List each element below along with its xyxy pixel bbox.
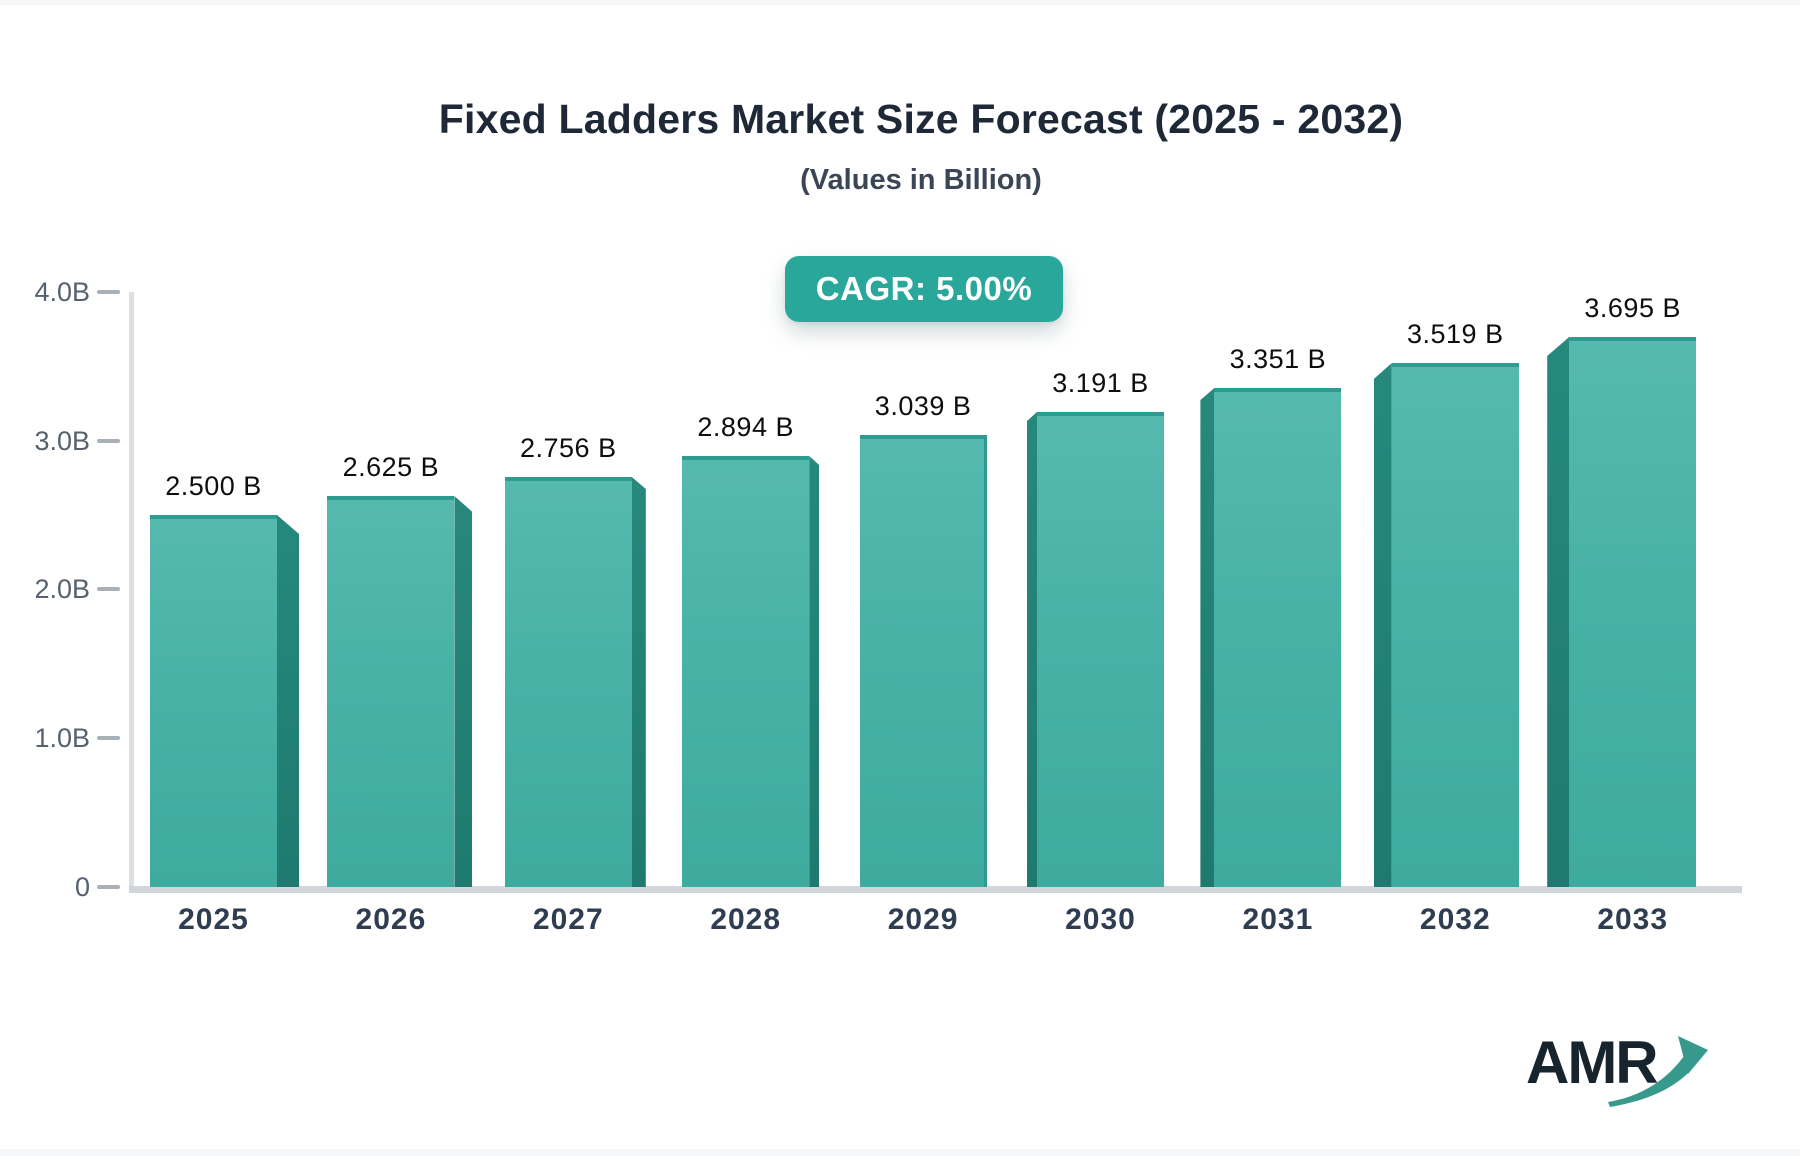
y-tick-mark [97,736,120,741]
cagr-badge-label: CAGR: 5.00% [815,270,1033,307]
bar [859,435,987,887]
bar-side-face [1373,363,1392,887]
amr-logo: AMR [1520,1026,1720,1116]
bar-value-label: 3.039 B [874,391,972,421]
bar [682,456,810,887]
bottom-frame-strip [0,1149,1800,1156]
growth-arrow-icon [1608,1036,1708,1107]
y-tick-label: 3.0B [34,425,90,456]
bar [1037,412,1164,887]
bar-side-face [809,456,820,887]
y-axis-line [129,291,134,893]
y-tick-mark [97,885,120,889]
bar-side-face [277,515,299,887]
y-tick-mark [97,438,120,443]
x-axis-label: 2033 [1597,903,1669,936]
bar-side-face [631,477,646,887]
amr-logo-text: AMR [1526,1029,1659,1096]
bar-side-face [1027,412,1037,887]
bar-value-label: 3.351 B [1229,344,1327,374]
bar-value-label: 2.756 B [520,433,617,463]
y-tick-label: 0 [74,872,90,902]
y-tick-label: 1.0B [34,723,90,754]
chart-title: Fixed Ladders Market Size Forecast (2025… [438,96,1404,142]
bar-value-label: 3.191 B [1052,368,1149,398]
x-axis-label: 2025 [178,903,249,936]
y-tick-mark [97,289,120,294]
y-tick-label: 4.0B [34,276,90,307]
bar-side-face [454,496,473,887]
bar [1214,388,1342,887]
chart-subtitle: (Values in Billion) [800,164,1042,196]
bar [327,496,455,887]
x-axis-label: 2032 [1419,903,1491,936]
y-tick-mark [97,587,120,592]
bar-value-label: 2.894 B [697,412,794,442]
bar [504,477,632,887]
x-axis-baseline [129,886,1742,893]
bar-value-label: 2.625 B [342,452,440,482]
bar [150,515,277,887]
x-axis-label: 2030 [1065,903,1136,936]
x-axis-label: 2031 [1242,903,1314,936]
x-axis-label: 2028 [710,903,782,936]
bar-side-face [1200,388,1215,887]
bar-value-label: 2.500 B [165,471,262,501]
top-frame-strip [0,0,1800,5]
bar [1569,337,1697,887]
cagr-badge: CAGR: 5.00% [785,256,1063,322]
x-axis-label: 2026 [355,903,427,936]
x-axis-label: 2029 [887,903,959,936]
bar [1391,363,1519,887]
x-axis-label: 2027 [532,903,604,936]
y-tick-label: 2.0B [34,574,90,605]
bar-value-label: 3.519 B [1407,319,1504,349]
bar-side-face [1547,337,1570,887]
bar-value-label: 3.695 B [1584,293,1681,323]
